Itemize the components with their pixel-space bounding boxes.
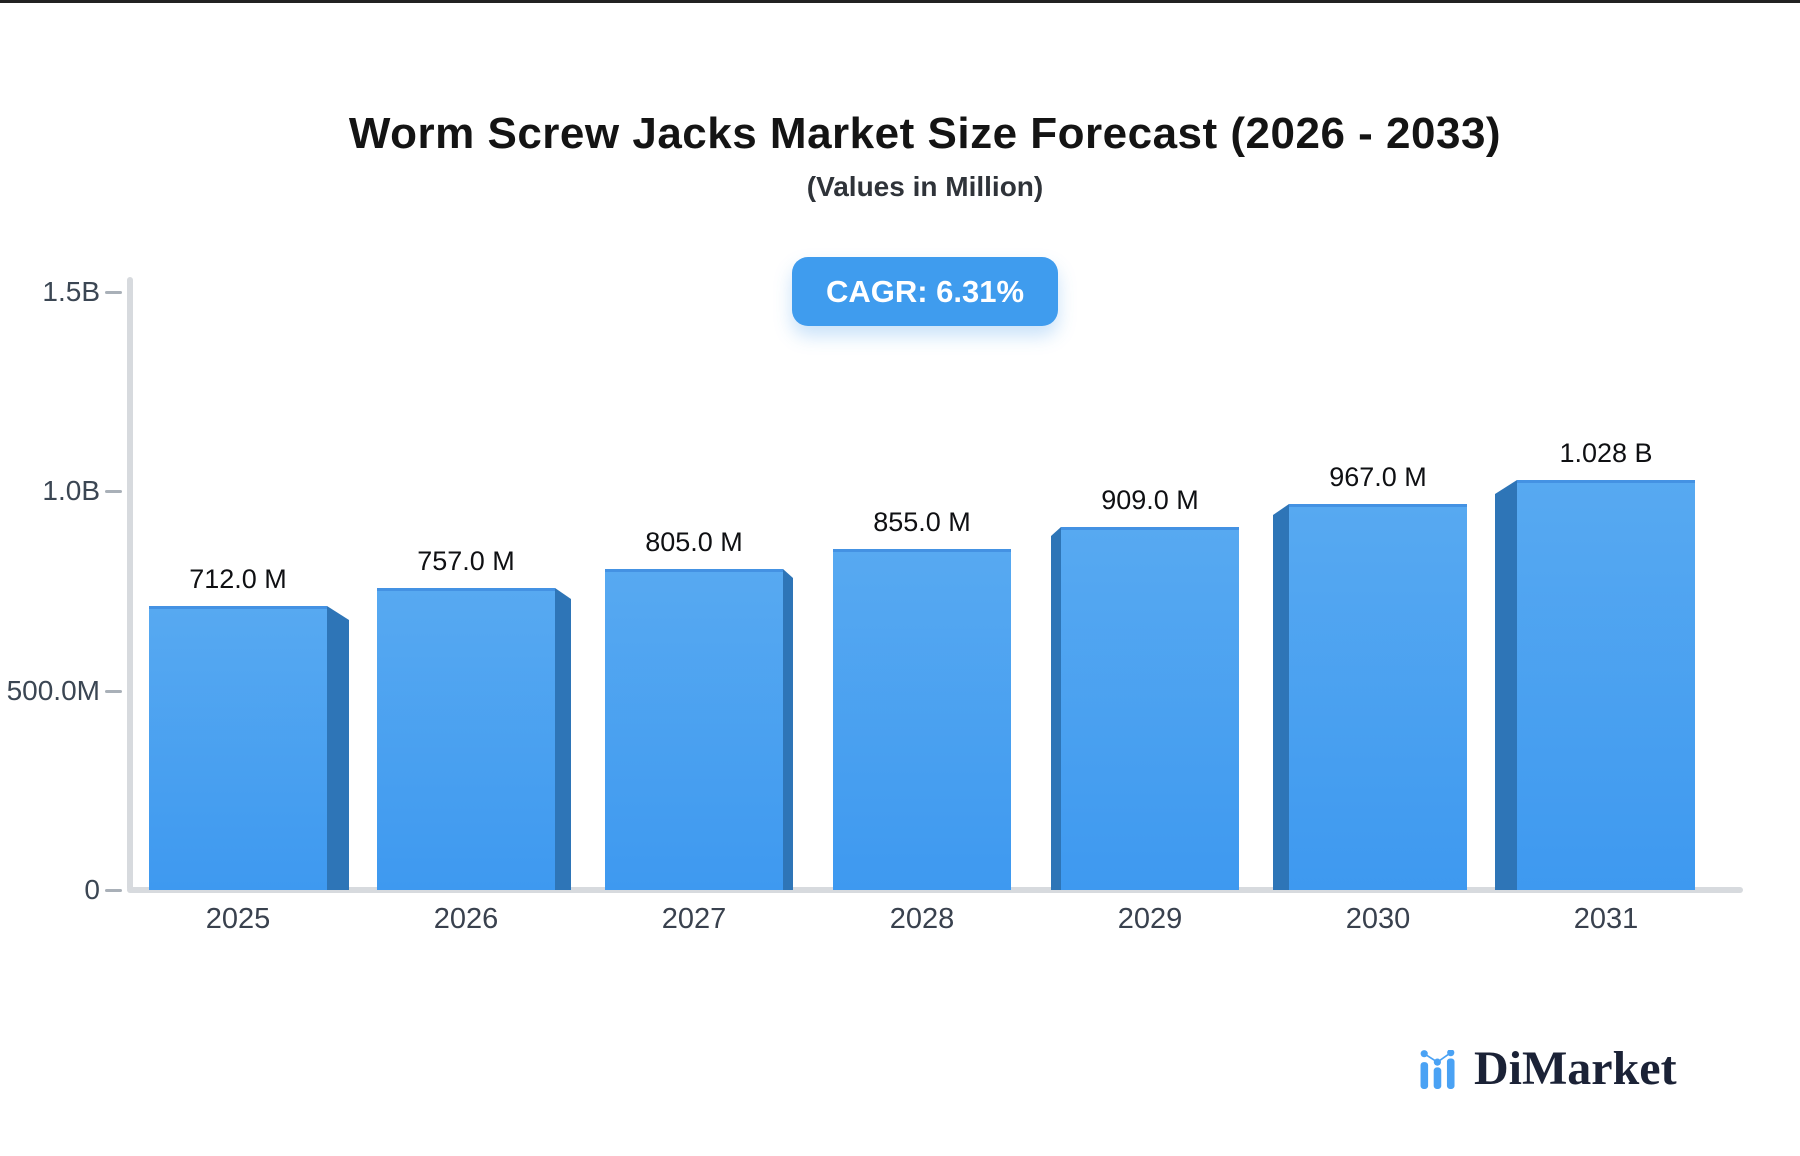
y-tick-label: 500.0M xyxy=(6,675,100,706)
bar-2025 xyxy=(149,606,327,890)
y-tick-mark xyxy=(105,889,122,892)
bar-side-3d xyxy=(555,588,571,890)
chart-subtitle: (Values in Million) xyxy=(806,171,1044,202)
bar-2031 xyxy=(1517,480,1695,890)
y-tick-label: 1.5B xyxy=(42,276,100,307)
bar-side-3d xyxy=(1051,527,1061,890)
bar-2027 xyxy=(605,569,783,890)
y-tick-label: 1.0B xyxy=(42,475,100,506)
y-tick-mark xyxy=(105,490,122,493)
x-tick-label: 2026 xyxy=(433,903,499,935)
cagr-badge-label: CAGR: 6.31% xyxy=(825,273,1025,309)
cagr-badge: CAGR: 6.31% xyxy=(792,257,1058,326)
x-tick-label: 2025 xyxy=(205,903,271,935)
bar-value-label: 712.0 M xyxy=(189,564,287,594)
bar-value-label: 1.028 B xyxy=(1559,438,1653,468)
chart-title: Worm Screw Jacks Market Size Forecast (2… xyxy=(348,109,1502,158)
x-tick-label: 2030 xyxy=(1345,903,1411,935)
y-axis-line xyxy=(127,277,133,891)
bar-value-label: 909.0 M xyxy=(1101,485,1199,515)
brand-logo: DiMarket xyxy=(1420,1043,1677,1095)
y-tick-mark xyxy=(105,291,122,294)
bar-2030 xyxy=(1289,504,1467,890)
bar-value-label: 805.0 M xyxy=(645,527,743,557)
x-tick-label: 2031 xyxy=(1573,903,1639,935)
x-tick-label: 2027 xyxy=(661,903,727,935)
bar-side-3d xyxy=(783,569,793,890)
bar-side-3d xyxy=(327,606,349,890)
bar-value-label: 855.0 M xyxy=(873,507,971,537)
bar-side-3d xyxy=(1495,480,1517,890)
x-axis-baseline xyxy=(127,887,1743,893)
y-tick-label: 0 xyxy=(84,874,100,905)
y-tick-mark xyxy=(105,690,122,693)
mini-bar-line-chart-icon xyxy=(1420,1049,1455,1089)
bar-2029 xyxy=(1061,527,1239,890)
bar-value-label: 757.0 M xyxy=(417,546,515,576)
bar-side-3d xyxy=(1273,504,1289,890)
bar-2026 xyxy=(377,588,555,890)
bar-value-label: 967.0 M xyxy=(1329,462,1427,492)
x-tick-label: 2029 xyxy=(1117,903,1183,935)
brand-logo-text: DiMarket xyxy=(1474,1042,1677,1095)
bar-2028 xyxy=(833,549,1011,890)
x-tick-label: 2028 xyxy=(889,903,955,935)
